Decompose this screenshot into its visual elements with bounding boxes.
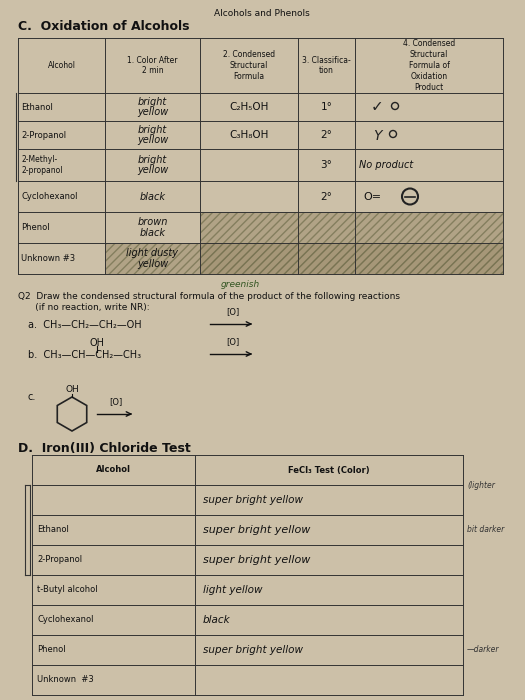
Text: No product: No product bbox=[359, 160, 413, 170]
Text: Alcohol: Alcohol bbox=[47, 61, 76, 70]
Text: OH: OH bbox=[65, 385, 79, 394]
Text: t-Butyl alcohol: t-Butyl alcohol bbox=[37, 585, 98, 594]
Text: bright
yellow: bright yellow bbox=[137, 155, 168, 175]
Text: Cyclohexanol: Cyclohexanol bbox=[37, 615, 93, 624]
Text: super bright yellow: super bright yellow bbox=[203, 645, 303, 655]
Text: Ethanol: Ethanol bbox=[21, 102, 53, 111]
Text: ✓: ✓ bbox=[371, 99, 383, 115]
Text: Unknown #3: Unknown #3 bbox=[21, 254, 75, 263]
Bar bbox=[105, 243, 503, 274]
Text: brown
black: brown black bbox=[138, 217, 167, 238]
Text: (if no reaction, write NR):: (if no reaction, write NR): bbox=[18, 303, 150, 312]
Text: 4. Condensed
Structural
Formula of
Oxidation
Product: 4. Condensed Structural Formula of Oxida… bbox=[403, 39, 455, 92]
Text: bright
yellow: bright yellow bbox=[137, 125, 168, 145]
Text: Phenol: Phenol bbox=[37, 645, 66, 654]
Text: 1°: 1° bbox=[321, 102, 332, 112]
Text: [O]: [O] bbox=[226, 337, 239, 346]
Text: 1. Color After
2 min: 1. Color After 2 min bbox=[127, 55, 178, 76]
Text: FeCl₃ Test (Color): FeCl₃ Test (Color) bbox=[288, 466, 370, 475]
Text: Alcohols and Phenols: Alcohols and Phenols bbox=[214, 9, 310, 18]
Text: Cyclohexanol: Cyclohexanol bbox=[21, 192, 78, 201]
Text: bit darker: bit darker bbox=[467, 526, 504, 535]
Text: [O]: [O] bbox=[109, 397, 123, 406]
Text: Phenol: Phenol bbox=[21, 223, 50, 232]
Text: [O]: [O] bbox=[226, 307, 239, 316]
Text: c.: c. bbox=[28, 392, 36, 402]
Text: —darker: —darker bbox=[467, 645, 499, 654]
Text: 2-Propanol: 2-Propanol bbox=[37, 556, 82, 564]
Text: 3. Classifica-
tion: 3. Classifica- tion bbox=[302, 55, 351, 76]
Text: Alcohol: Alcohol bbox=[96, 466, 131, 475]
Text: b.  CH₃—CH—CH₂—CH₃: b. CH₃—CH—CH₂—CH₃ bbox=[28, 350, 141, 360]
Text: C₃H₈OH: C₃H₈OH bbox=[229, 130, 269, 140]
Text: Unknown  #3: Unknown #3 bbox=[37, 676, 94, 685]
Text: 2. Condensed
Structural
Formula: 2. Condensed Structural Formula bbox=[223, 50, 275, 80]
Text: super bright yellow: super bright yellow bbox=[203, 525, 310, 535]
Text: C.  Oxidation of Alcohols: C. Oxidation of Alcohols bbox=[18, 20, 190, 33]
Text: a.  CH₃—CH₂—CH₂—OH: a. CH₃—CH₂—CH₂—OH bbox=[28, 320, 142, 330]
Text: black: black bbox=[140, 192, 165, 202]
Text: D.  Iron(III) Chloride Test: D. Iron(III) Chloride Test bbox=[18, 442, 191, 455]
Text: C₂H₅OH: C₂H₅OH bbox=[229, 102, 269, 112]
Text: 2°: 2° bbox=[321, 192, 332, 202]
Text: Q2  Draw the condensed structural formula of the product of the following reacti: Q2 Draw the condensed structural formula… bbox=[18, 292, 400, 301]
Text: light yellow: light yellow bbox=[203, 585, 262, 595]
Text: light dusty
yellow: light dusty yellow bbox=[127, 248, 178, 269]
Text: (lighter: (lighter bbox=[467, 480, 495, 489]
Text: 2°: 2° bbox=[321, 130, 332, 140]
Text: black: black bbox=[203, 615, 230, 625]
Bar bbox=[200, 212, 503, 274]
Text: super bright yellow: super bright yellow bbox=[203, 495, 303, 505]
Text: OH: OH bbox=[90, 338, 105, 348]
Text: 3°: 3° bbox=[321, 160, 332, 170]
Text: greenish: greenish bbox=[220, 280, 260, 289]
Text: Y: Y bbox=[373, 129, 381, 143]
Text: super bright yellow: super bright yellow bbox=[203, 555, 310, 565]
Text: 2-Methyl-
2-propanol: 2-Methyl- 2-propanol bbox=[21, 155, 62, 174]
Text: Ethanol: Ethanol bbox=[37, 526, 69, 535]
Text: bright
yellow: bright yellow bbox=[137, 97, 168, 117]
Text: 2-Propanol: 2-Propanol bbox=[21, 130, 66, 139]
Text: O=: O= bbox=[363, 192, 381, 202]
